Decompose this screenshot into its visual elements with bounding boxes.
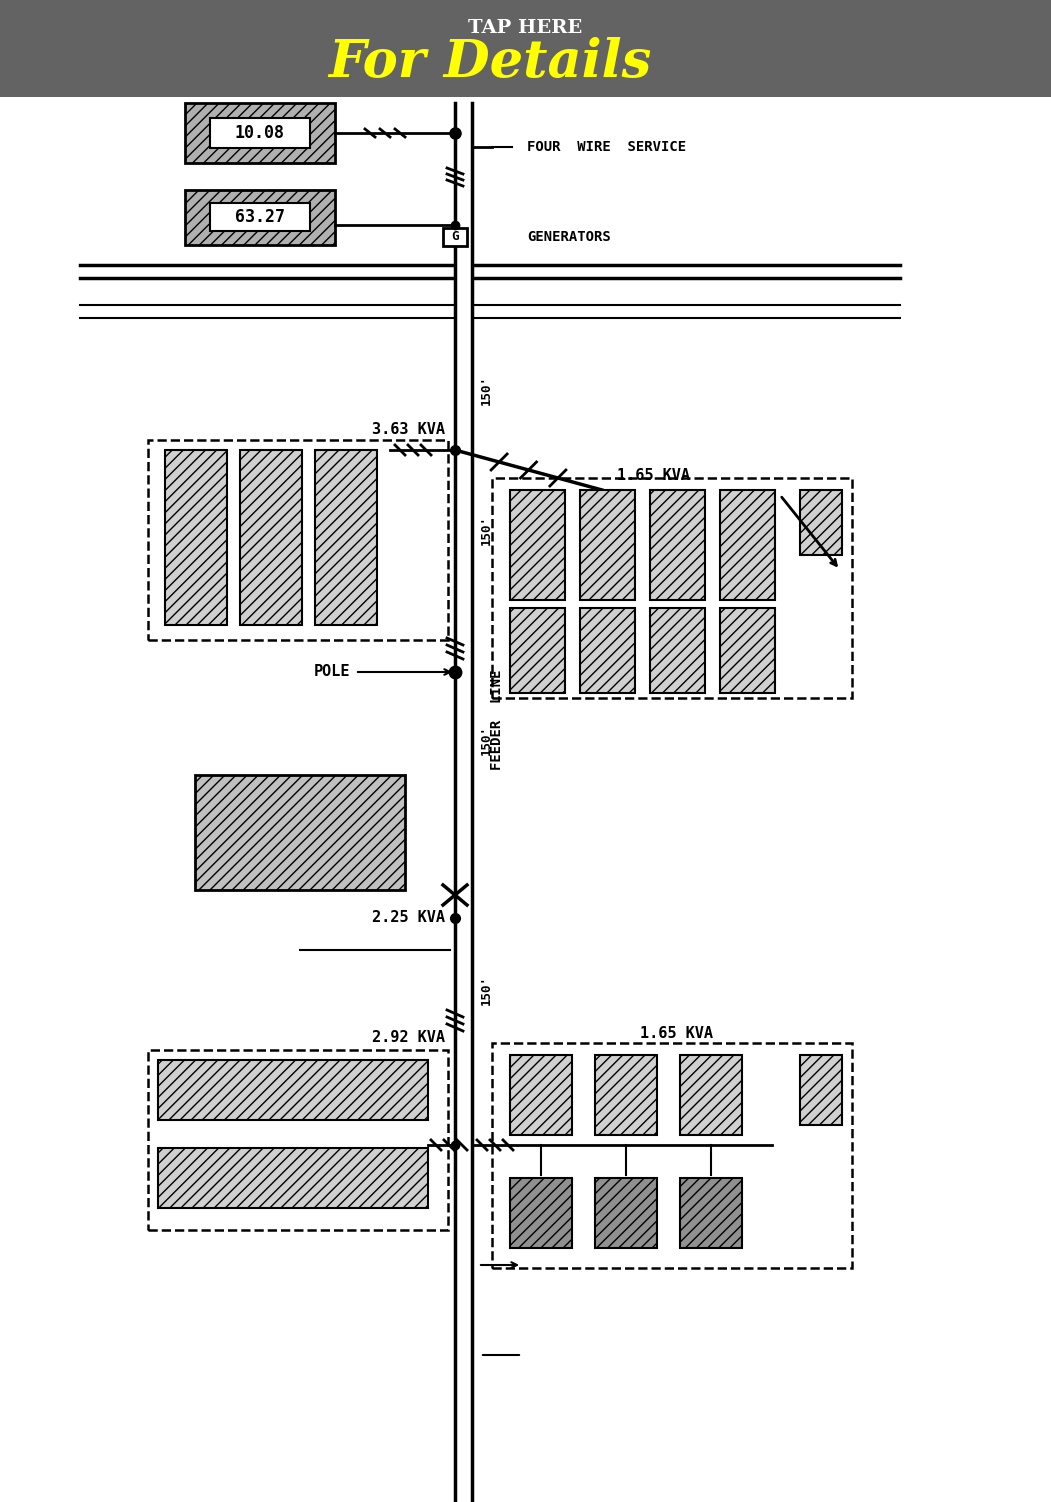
Bar (195, 775, 405, 891)
Bar (595, 1178, 657, 1248)
Bar (650, 490, 705, 599)
Bar (315, 451, 377, 625)
Bar (148, 1050, 448, 1230)
Bar (492, 1042, 852, 1268)
Bar (0, 0, 1051, 98)
Bar (510, 1178, 572, 1248)
Bar (650, 608, 705, 692)
Bar (165, 451, 227, 625)
Bar (580, 490, 635, 599)
Bar (800, 1054, 842, 1125)
Text: 150': 150' (480, 975, 493, 1005)
Text: 1.65 KVA: 1.65 KVA (640, 1026, 713, 1041)
Bar (510, 490, 565, 599)
Bar (720, 490, 775, 599)
Bar (210, 203, 310, 231)
Bar (158, 1148, 428, 1208)
Text: 3.63 KVA: 3.63 KVA (372, 422, 445, 437)
Bar (240, 451, 302, 625)
Text: 63.27: 63.27 (235, 207, 285, 225)
Bar (595, 1054, 657, 1136)
Text: 10.08: 10.08 (235, 125, 285, 143)
Bar (680, 1178, 742, 1248)
Bar (492, 478, 852, 698)
Text: For Details: For Details (328, 36, 652, 87)
Text: FOUR  WIRE  SERVICE: FOUR WIRE SERVICE (527, 140, 686, 155)
Bar (185, 189, 335, 245)
Bar (148, 440, 448, 640)
Text: 150': 150' (480, 376, 493, 406)
Bar (800, 490, 842, 556)
Text: TAP HERE: TAP HERE (468, 20, 582, 38)
Text: G: G (451, 230, 458, 243)
Text: GENERATORS: GENERATORS (527, 230, 611, 243)
Text: FEEDER  LINE: FEEDER LINE (490, 670, 504, 771)
Text: 2.25 KVA: 2.25 KVA (372, 910, 445, 925)
Text: 2.92 KVA: 2.92 KVA (372, 1030, 445, 1045)
Bar (158, 1060, 428, 1120)
Text: POLE: POLE (313, 664, 350, 679)
Bar (510, 608, 565, 692)
Text: 150': 150' (480, 515, 493, 545)
Text: 150': 150' (480, 725, 493, 756)
Bar (580, 608, 635, 692)
Bar (720, 608, 775, 692)
Bar (680, 1054, 742, 1136)
Bar (185, 104, 335, 164)
Bar (210, 119, 310, 149)
Bar (510, 1054, 572, 1136)
Bar (444, 228, 467, 246)
Text: 1.65 KVA: 1.65 KVA (617, 467, 691, 482)
